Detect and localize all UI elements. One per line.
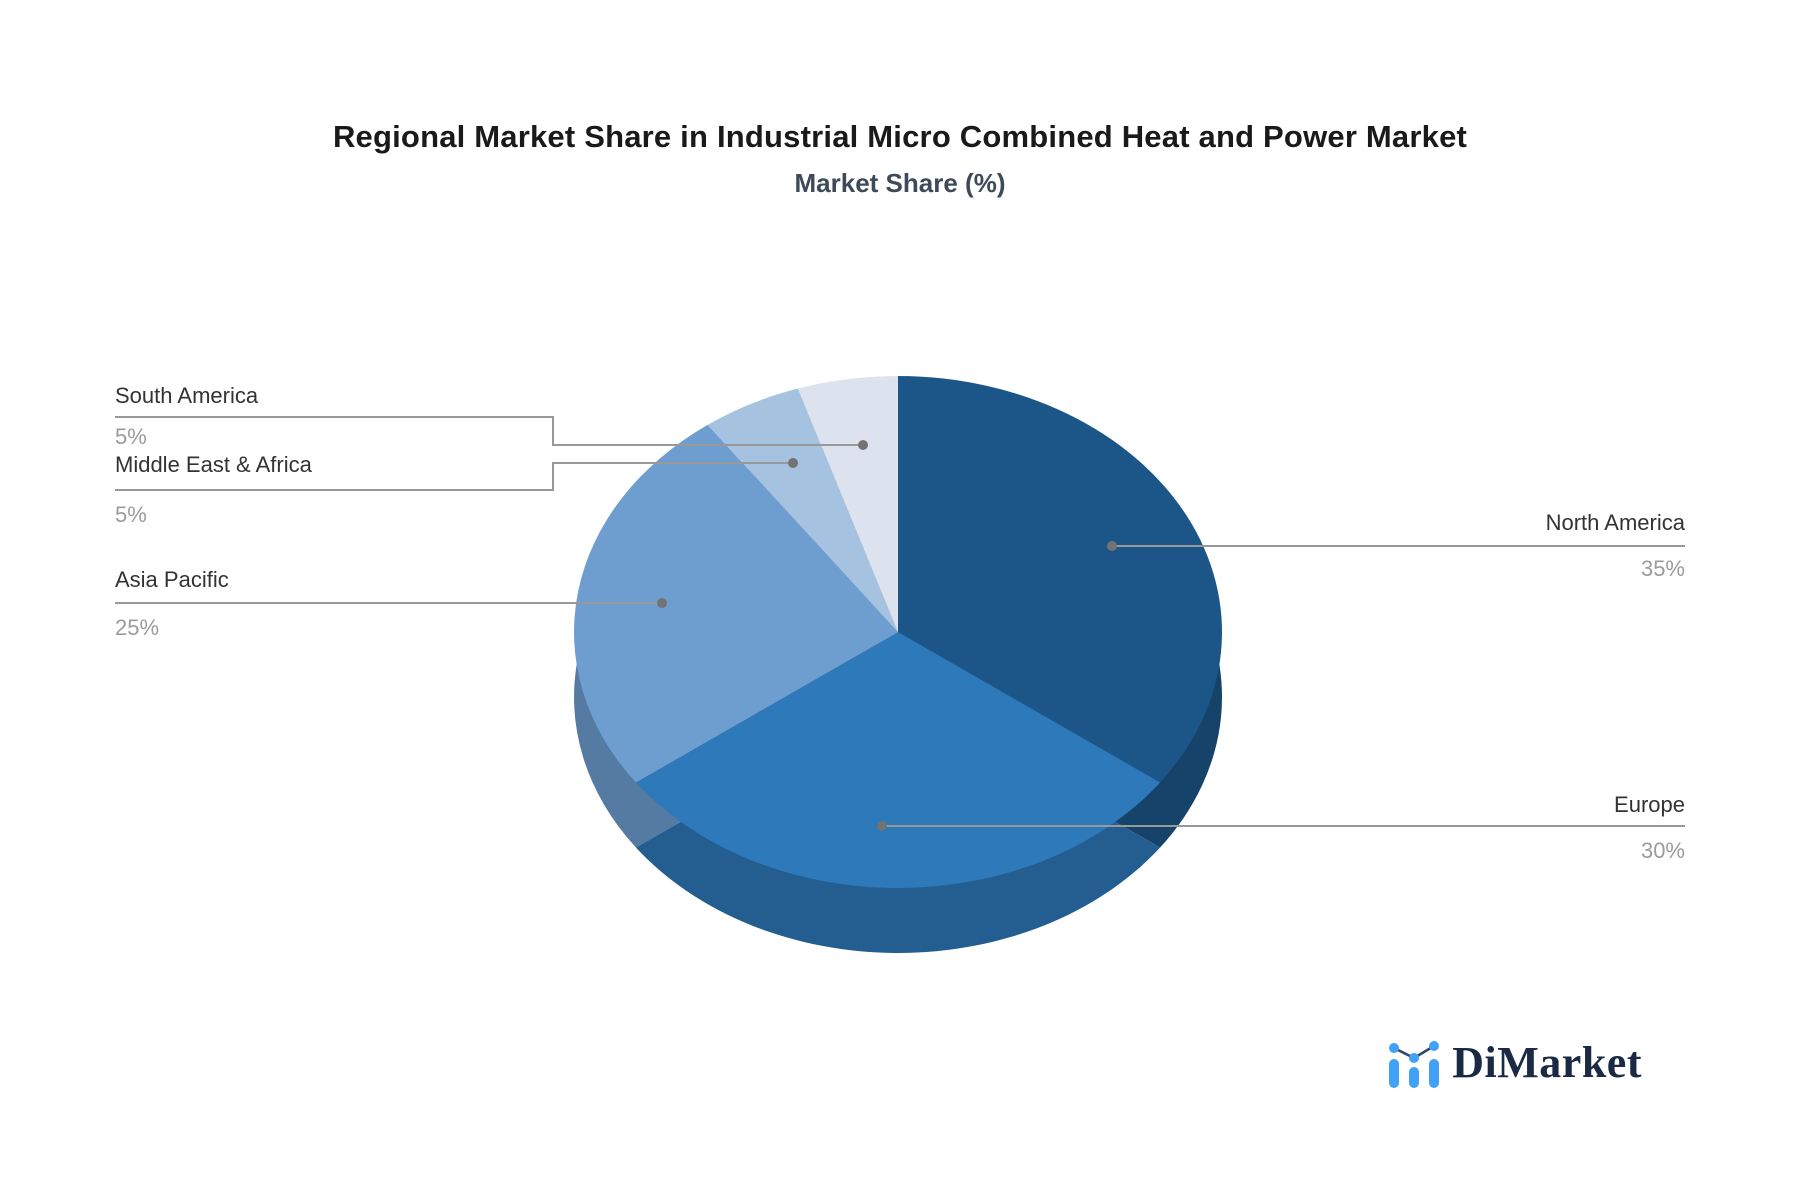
chart-title: Regional Market Share in Industrial Micr…: [332, 119, 1468, 154]
brand-logo-text: DiMarket: [1452, 1038, 1642, 1087]
pie-slice-south-america[interactable]: [797, 375, 898, 632]
callout-dot-europe: [877, 821, 887, 831]
bar-chart-trend-icon: [1389, 1041, 1440, 1088]
pie-slice-middle-east-africa[interactable]: [707, 388, 898, 633]
slice-value-middle-east-africa: 5%: [115, 502, 147, 527]
slice-value-asia-pacific: 25%: [115, 615, 160, 640]
slice-value-south-america: 5%: [115, 424, 147, 449]
brand-logo: DiMarket: [1389, 1038, 1642, 1088]
pie-slice-asia-pacific[interactable]: [574, 424, 898, 783]
slice-value-europe: 30%: [1640, 838, 1685, 863]
slice-label-middle-east-africa: Middle East & Africa: [115, 452, 312, 477]
chart-subtitle: Market Share (%): [794, 168, 1006, 198]
callout-line-middle-east-africa: [115, 462, 793, 491]
slice-label-asia-pacific: Asia Pacific: [115, 567, 229, 592]
slice-label-south-america: South America: [115, 383, 259, 408]
callout-line-south-america: [115, 416, 863, 446]
callout-dot-asia-pacific: [657, 598, 667, 608]
slice-label-europe: Europe: [1614, 792, 1685, 817]
callout-dot-south-america: [858, 440, 868, 450]
slice-value-north-america: 35%: [1640, 556, 1685, 581]
slice-label-north-america: North America: [1545, 510, 1685, 535]
callout-dot-north-america: [1107, 541, 1117, 551]
pie-slice-europe[interactable]: [635, 632, 1161, 889]
pie-slice-north-america[interactable]: [898, 376, 1223, 783]
callout-dot-middle-east-africa: [788, 458, 798, 468]
